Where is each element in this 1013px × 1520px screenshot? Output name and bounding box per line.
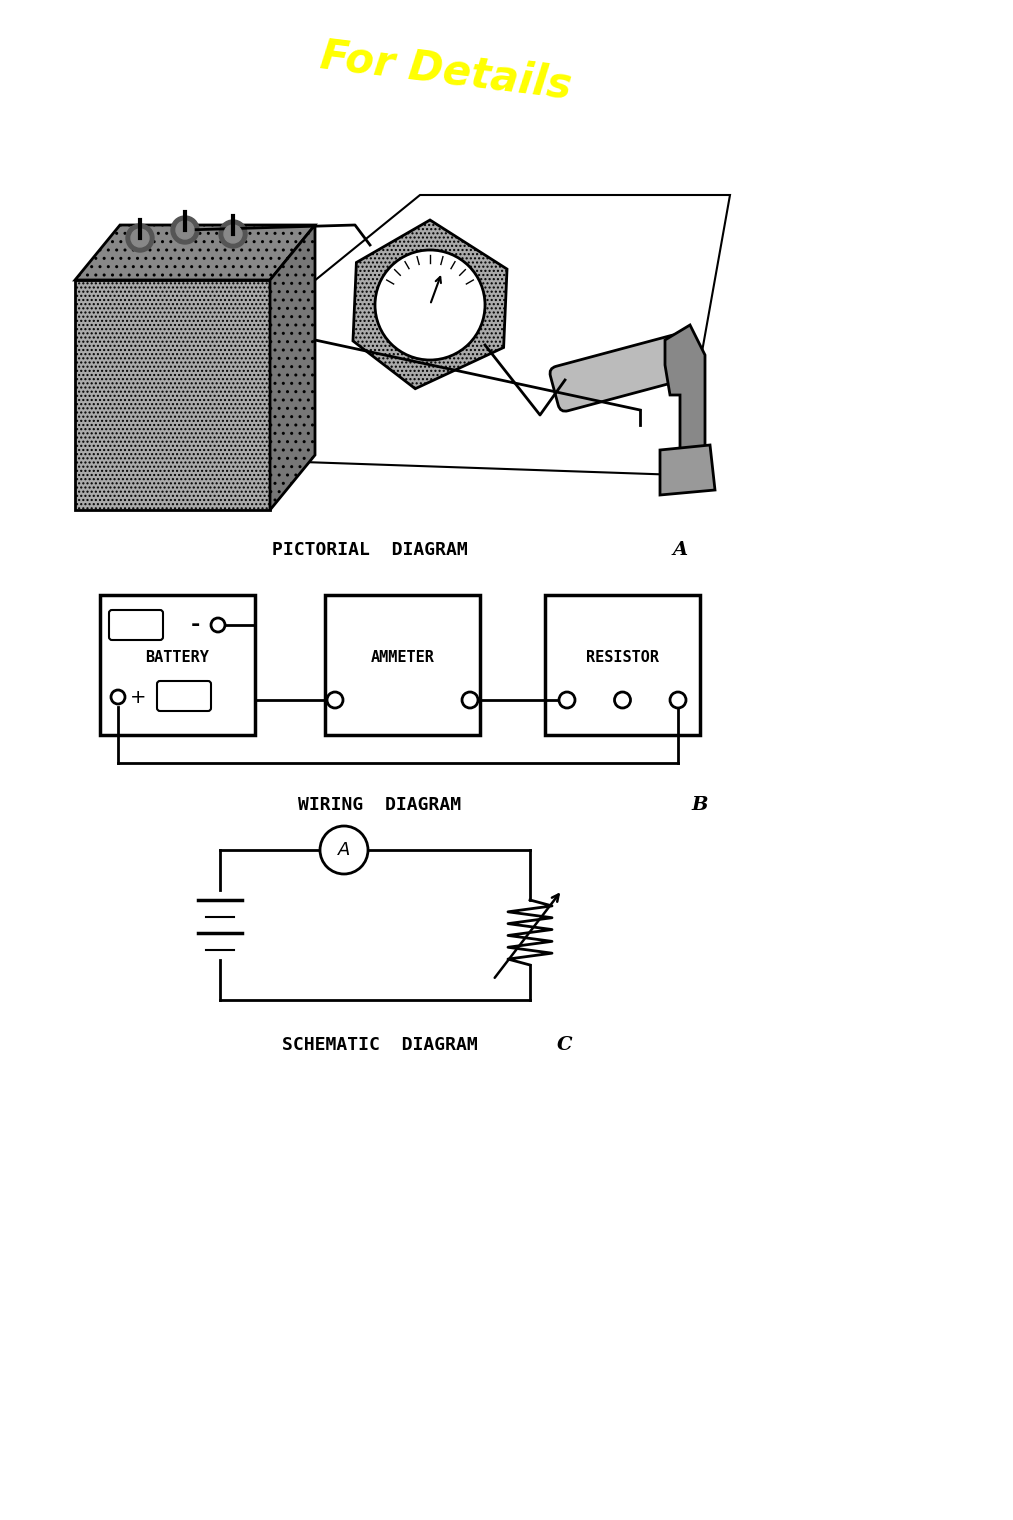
Text: WIRING  DIAGRAM: WIRING DIAGRAM bbox=[299, 796, 462, 815]
FancyBboxPatch shape bbox=[157, 681, 211, 711]
FancyBboxPatch shape bbox=[325, 594, 480, 736]
Circle shape bbox=[224, 225, 242, 243]
Text: A: A bbox=[337, 841, 350, 859]
FancyBboxPatch shape bbox=[550, 334, 690, 412]
Circle shape bbox=[320, 825, 368, 874]
Text: PICTORIAL  DIAGRAM: PICTORIAL DIAGRAM bbox=[272, 541, 468, 559]
Circle shape bbox=[615, 692, 630, 708]
Polygon shape bbox=[75, 225, 315, 280]
Circle shape bbox=[559, 692, 575, 708]
Circle shape bbox=[176, 220, 194, 239]
Circle shape bbox=[171, 216, 199, 245]
Text: -: - bbox=[190, 616, 200, 635]
Text: CLICK HERE: CLICK HERE bbox=[361, 12, 470, 41]
FancyBboxPatch shape bbox=[109, 610, 163, 640]
Polygon shape bbox=[660, 445, 715, 496]
FancyBboxPatch shape bbox=[75, 280, 270, 511]
Circle shape bbox=[462, 692, 478, 708]
Circle shape bbox=[670, 692, 686, 708]
Text: B: B bbox=[692, 796, 708, 815]
Text: For Details: For Details bbox=[318, 35, 573, 108]
Text: RESISTOR: RESISTOR bbox=[586, 649, 659, 664]
Text: +: + bbox=[130, 687, 146, 707]
Text: A: A bbox=[673, 541, 688, 559]
Polygon shape bbox=[353, 220, 508, 389]
Polygon shape bbox=[270, 225, 315, 511]
Polygon shape bbox=[100, 195, 730, 476]
Circle shape bbox=[327, 692, 343, 708]
Text: AMMETER: AMMETER bbox=[371, 649, 435, 664]
Text: C: C bbox=[557, 1037, 572, 1053]
Text: SCHEMATIC  DIAGRAM: SCHEMATIC DIAGRAM bbox=[283, 1037, 478, 1053]
Text: BATTERY: BATTERY bbox=[146, 649, 210, 664]
Circle shape bbox=[111, 690, 125, 704]
FancyBboxPatch shape bbox=[545, 594, 700, 736]
Polygon shape bbox=[665, 325, 705, 465]
Circle shape bbox=[219, 220, 247, 248]
Circle shape bbox=[126, 223, 154, 252]
Circle shape bbox=[131, 230, 149, 248]
FancyBboxPatch shape bbox=[100, 594, 255, 736]
Circle shape bbox=[375, 249, 485, 360]
Circle shape bbox=[211, 619, 225, 632]
